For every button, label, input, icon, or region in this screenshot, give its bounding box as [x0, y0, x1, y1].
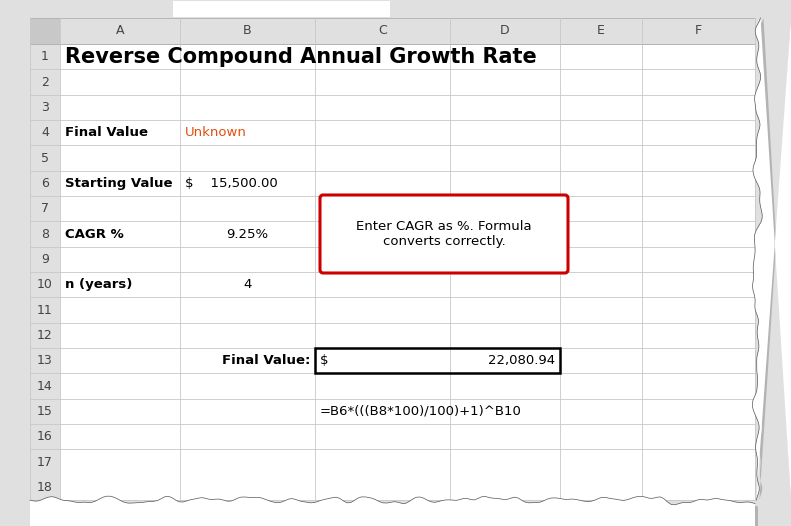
- Text: 2: 2: [41, 76, 49, 88]
- Polygon shape: [30, 499, 758, 526]
- Text: 5: 5: [41, 151, 49, 165]
- Bar: [30, 18, 60, 44]
- Text: 13: 13: [37, 354, 53, 367]
- Text: 15: 15: [37, 405, 53, 418]
- Polygon shape: [752, 18, 791, 500]
- Text: 9: 9: [41, 253, 49, 266]
- Text: 8: 8: [41, 228, 49, 240]
- Text: 16: 16: [37, 430, 53, 443]
- Text: 4: 4: [244, 278, 252, 291]
- Polygon shape: [30, 496, 755, 526]
- Text: 17: 17: [37, 456, 53, 469]
- Text: Starting Value: Starting Value: [65, 177, 172, 190]
- Text: Enter CAGR as %. Formula
converts correctly.: Enter CAGR as %. Formula converts correc…: [356, 220, 532, 248]
- Text: =B6*(((B8*100)/100)+1)^B10: =B6*(((B8*100)/100)+1)^B10: [320, 405, 522, 418]
- Text: E: E: [597, 25, 605, 37]
- Text: B: B: [243, 25, 252, 37]
- Text: 9.25%: 9.25%: [226, 228, 269, 240]
- Bar: [315, 348, 560, 373]
- Bar: [30, 44, 60, 500]
- Text: $: $: [320, 354, 328, 367]
- Text: 4: 4: [41, 126, 49, 139]
- Text: 3: 3: [41, 101, 49, 114]
- Text: 18: 18: [37, 481, 53, 494]
- Bar: [172, 1, 390, 17]
- Text: Final Value: Final Value: [65, 126, 148, 139]
- Text: C: C: [378, 25, 387, 37]
- Text: 12: 12: [37, 329, 53, 342]
- Text: 6: 6: [41, 177, 49, 190]
- Text: A: A: [115, 25, 124, 37]
- Text: Final Value:: Final Value:: [221, 354, 310, 367]
- Text: 1: 1: [41, 50, 49, 63]
- Text: CAGR %: CAGR %: [65, 228, 123, 240]
- FancyBboxPatch shape: [320, 195, 568, 273]
- Text: n (years): n (years): [65, 278, 132, 291]
- Text: 10: 10: [37, 278, 53, 291]
- Text: Reverse Compound Annual Growth Rate: Reverse Compound Annual Growth Rate: [65, 47, 537, 67]
- Text: Unknown: Unknown: [185, 126, 247, 139]
- Text: 22,080.94: 22,080.94: [488, 354, 555, 367]
- Polygon shape: [755, 18, 791, 500]
- Text: D: D: [500, 25, 510, 37]
- Text: 7: 7: [41, 202, 49, 215]
- Text: 14: 14: [37, 379, 53, 392]
- Text: $    15,500.00: $ 15,500.00: [185, 177, 278, 190]
- Bar: [30, 18, 755, 44]
- Text: F: F: [695, 25, 702, 37]
- Text: 11: 11: [37, 304, 53, 317]
